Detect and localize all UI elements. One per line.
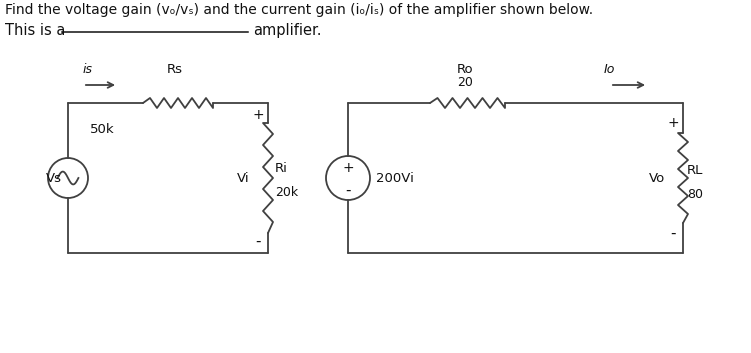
Text: +: + [342, 161, 354, 175]
Text: 80: 80 [687, 189, 703, 202]
Text: Vo: Vo [649, 172, 665, 185]
Text: Vi: Vi [237, 172, 250, 185]
Text: Io: Io [604, 63, 615, 76]
Text: amplifier.: amplifier. [253, 23, 321, 38]
Text: RL: RL [687, 163, 704, 176]
Text: This is a: This is a [5, 23, 65, 38]
Text: -: - [345, 183, 351, 197]
Text: is: is [83, 63, 93, 76]
Text: Ro: Ro [457, 63, 473, 76]
Text: Find the voltage gain (vₒ/vₛ) and the current gain (iₒ/iₛ) of the amplifier show: Find the voltage gain (vₒ/vₛ) and the cu… [5, 3, 593, 17]
Text: Ri: Ri [275, 162, 288, 174]
Text: +: + [667, 116, 679, 130]
Text: +: + [252, 108, 264, 122]
Text: 20k: 20k [275, 186, 298, 199]
Text: 20: 20 [457, 76, 473, 89]
Text: -: - [670, 226, 676, 240]
Text: Vs: Vs [46, 172, 62, 185]
Text: Rs: Rs [167, 63, 183, 76]
Text: 200Vi: 200Vi [376, 172, 414, 185]
Text: 50k: 50k [90, 123, 115, 136]
Text: -: - [255, 233, 261, 249]
